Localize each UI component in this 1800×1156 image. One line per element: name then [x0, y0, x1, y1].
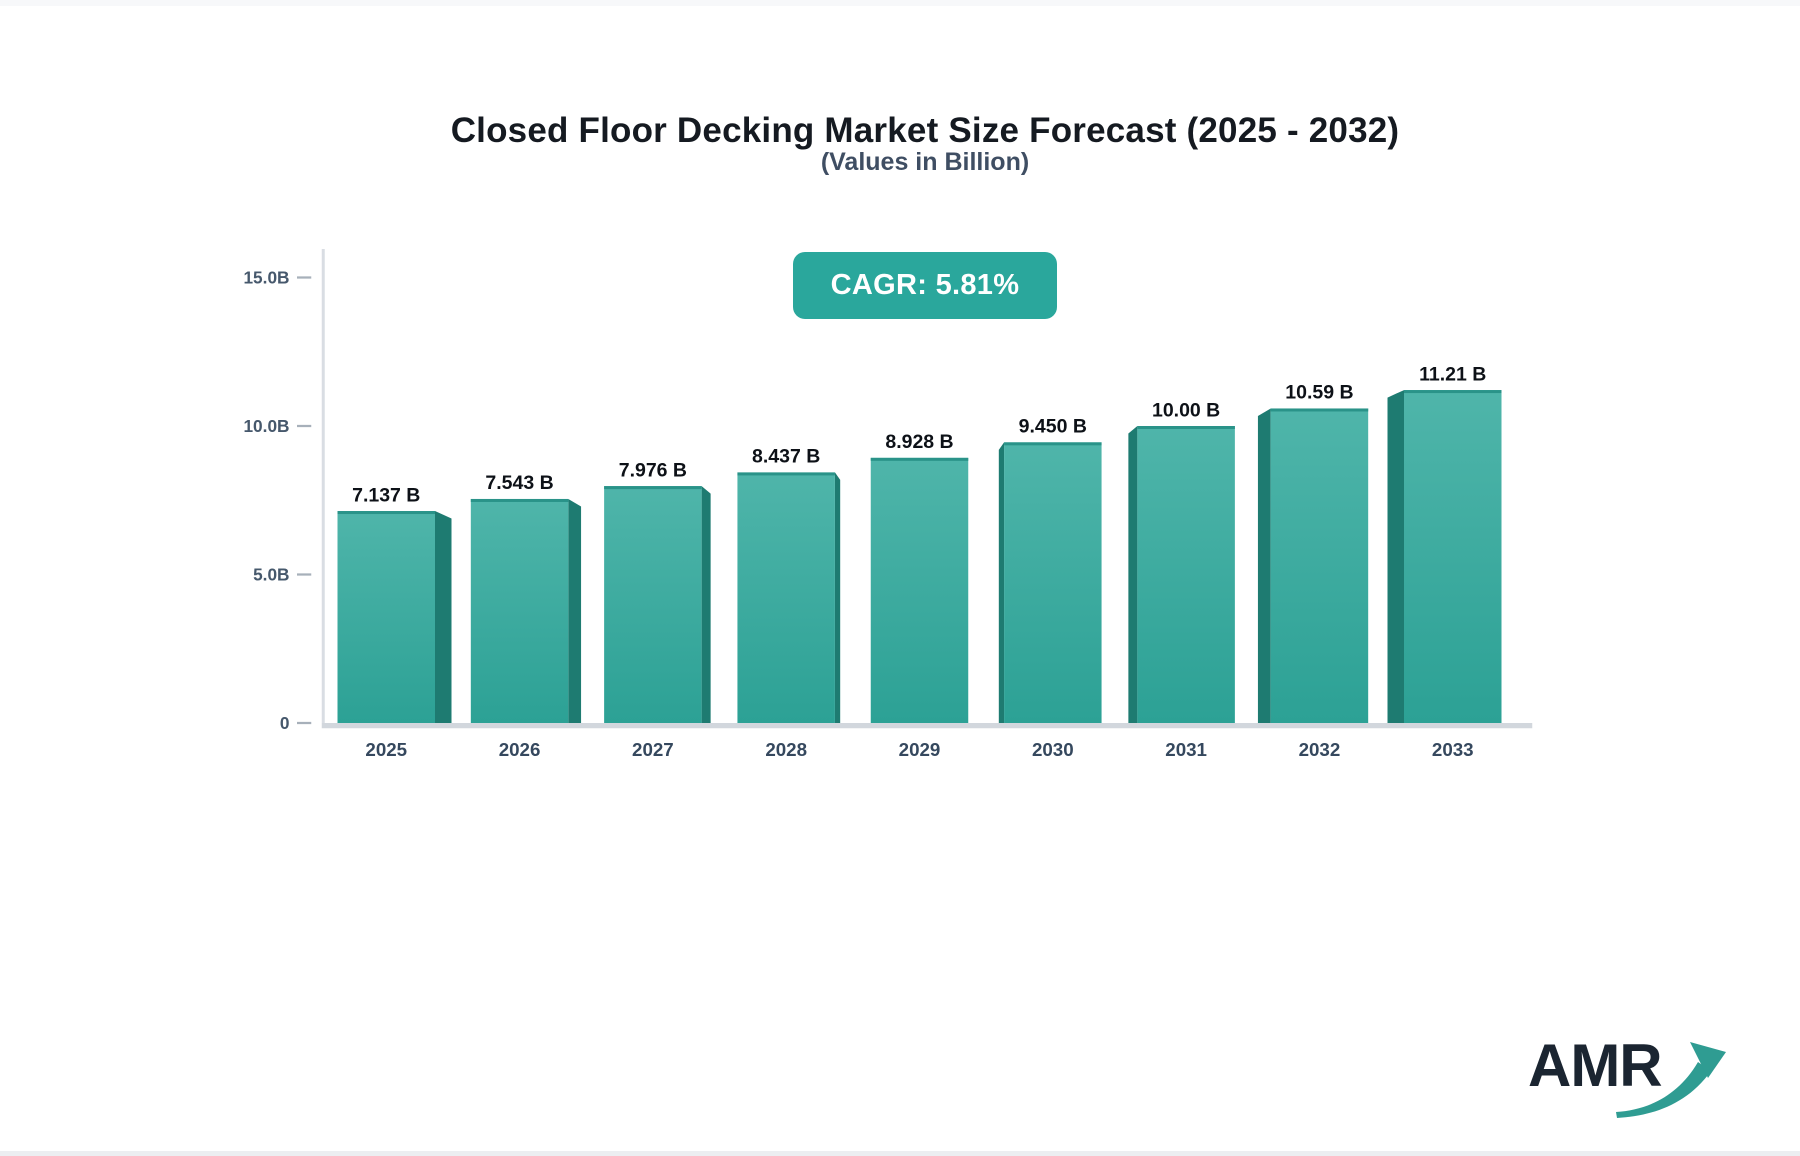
bar-top-edge [870, 457, 969, 461]
bar-top-edge [337, 511, 435, 515]
bar-top-edge [604, 486, 702, 490]
bar-2028: 8.437 B 2028 [737, 446, 841, 760]
bar-value-label: 10.59 B [1285, 382, 1353, 404]
x-axis-label: 2033 [1432, 739, 1474, 760]
amr-logo-text: AMR [1528, 1032, 1663, 1099]
x-axis-label: 2031 [1165, 739, 1207, 760]
y-axis-tick [297, 573, 312, 576]
market-size-bar-chart: 15.0B 10.0B 5.0B 0 7.137 B 2025 7.543 B 2026 7.9… [243, 249, 1533, 760]
bar-2026: 7.543 B 2026 [470, 472, 582, 760]
bar-front-face [1270, 408, 1369, 723]
x-axis-label: 2029 [899, 739, 941, 760]
y-axis-tick-label: 5.0B [253, 565, 289, 585]
bar-side-face [1128, 426, 1138, 723]
bar-top-edge [1004, 442, 1102, 446]
x-axis-label: 2027 [632, 739, 674, 760]
bar-front-face [737, 472, 835, 723]
bar-side-face [834, 472, 841, 723]
x-axis-label: 2032 [1299, 739, 1341, 760]
bar-front-face [470, 498, 569, 723]
amr-logo: AMR [1528, 1036, 1748, 1126]
x-axis-label: 2030 [1032, 739, 1074, 760]
chart-subtitle: (Values in Billion) [820, 148, 1030, 176]
bar-2033: 11.21 B 2033 [1387, 363, 1502, 760]
x-axis-baseline [321, 723, 1533, 729]
y-axis-tick [297, 276, 312, 279]
bar-2029: 8.928 B 2029 [870, 431, 969, 760]
x-axis-label: 2028 [765, 739, 807, 760]
y-axis-tick [297, 424, 312, 428]
y-axis-tick-label: 0 [280, 713, 290, 733]
bar-side-face [568, 498, 582, 723]
bar-value-label: 8.437 B [752, 446, 820, 468]
bar-top-edge [1270, 408, 1369, 412]
bar-front-face [870, 457, 969, 723]
bar-top-edge [1404, 390, 1502, 394]
bar-2031: 10.00 B 2031 [1128, 399, 1235, 760]
bottom-border-strip [0, 1151, 1800, 1156]
bar-side-face [1257, 408, 1271, 723]
badge-row: CAGR: 5.81% [25, 252, 1800, 319]
bar-side-face [998, 442, 1005, 723]
bar-value-label: 7.137 B [352, 484, 420, 506]
bar-front-face [1404, 390, 1502, 723]
bar-side-face [701, 486, 711, 723]
bar-top-edge [737, 472, 835, 476]
bar-2027: 7.976 B 2027 [604, 459, 711, 760]
bar-value-label: 7.543 B [485, 472, 553, 494]
bar-front-face [604, 486, 702, 723]
y-axis-tick-label: 10.0B [243, 416, 289, 436]
cagr-badge: CAGR: 5.81% [792, 252, 1058, 319]
bar-top-edge [1137, 426, 1235, 429]
top-border-strip [0, 0, 1800, 6]
bar-2030: 9.450 B 2030 [998, 416, 1102, 760]
bar-front-face [1137, 426, 1235, 723]
x-axis-label: 2025 [365, 739, 407, 760]
bar-front-face [1004, 442, 1102, 723]
bar-value-label: 7.976 B [619, 459, 687, 481]
x-axis-label: 2026 [499, 739, 541, 760]
y-axis-line [321, 249, 325, 723]
bar-value-label: 8.928 B [885, 431, 953, 453]
bar-value-label: 10.00 B [1152, 399, 1220, 421]
bar-top-edge [470, 498, 569, 502]
page-title: Closed Floor Decking Market Size Forecas… [450, 111, 1400, 151]
growth-arrow-icon [1616, 1042, 1726, 1118]
bar-2032: 10.59 B 2032 [1257, 382, 1369, 760]
bar-value-label: 11.21 B [1419, 363, 1486, 385]
bar-front-face [337, 511, 435, 723]
bar-2025: 7.137 B 2025 [337, 484, 452, 760]
y-axis-tick-label: 15.0B [243, 268, 289, 288]
bar-side-face [1387, 390, 1404, 723]
bar-value-label: 9.450 B [1019, 416, 1087, 438]
bar-side-face [435, 511, 452, 723]
y-axis-tick [297, 721, 312, 725]
